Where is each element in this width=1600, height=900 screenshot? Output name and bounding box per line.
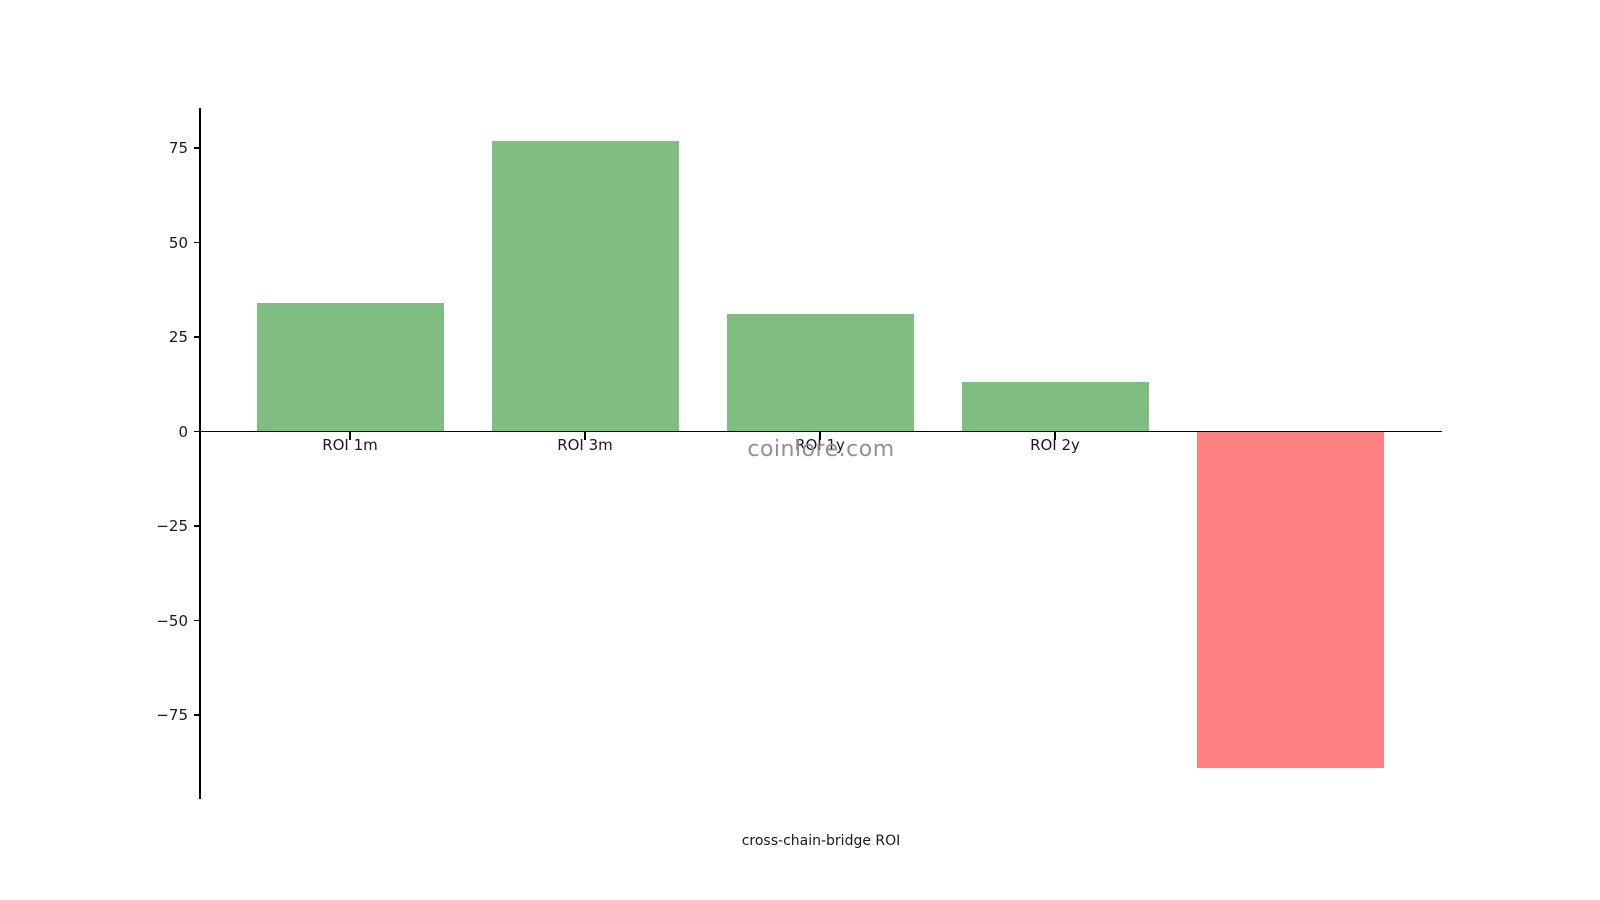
bar-roi-3m (491, 140, 679, 432)
x-tick-mark (1054, 431, 1056, 440)
x-tick-mark (349, 431, 351, 440)
x-tick-label: ROI 3m (557, 435, 613, 454)
y-tick-label: −25 (156, 517, 188, 536)
y-tick-label: 0 (178, 422, 188, 441)
bar-5 (1196, 431, 1384, 768)
y-tick-label: 25 (168, 328, 188, 347)
y-tick-mark (194, 525, 200, 527)
bar-roi-1m (256, 303, 444, 432)
chart-title: cross-chain-bridge ROI (741, 833, 901, 849)
y-tick-mark (194, 714, 200, 716)
x-tick-mark (584, 431, 586, 440)
x-axis-zero-line (200, 431, 1442, 433)
bar-roi-2y (961, 382, 1149, 432)
bar-roi-1y (726, 314, 914, 432)
x-tick-label: ROI 2y (1030, 435, 1080, 454)
y-tick-label: 75 (168, 139, 188, 158)
y-tick-mark (194, 147, 200, 149)
x-tick-mark (819, 431, 821, 440)
y-axis-line (199, 108, 201, 799)
y-tick-mark (194, 336, 200, 338)
y-tick-mark (194, 619, 200, 622)
y-tick-label: 50 (168, 233, 188, 252)
x-tick-label: ROI 1m (322, 435, 378, 454)
x-tick-label: ROI 1y (795, 435, 845, 454)
y-tick-mark (194, 430, 200, 433)
y-tick-mark (194, 241, 200, 244)
y-tick-label: −75 (156, 706, 188, 725)
y-tick-label: −50 (156, 611, 188, 630)
watermark: coinlore.com (747, 437, 895, 462)
